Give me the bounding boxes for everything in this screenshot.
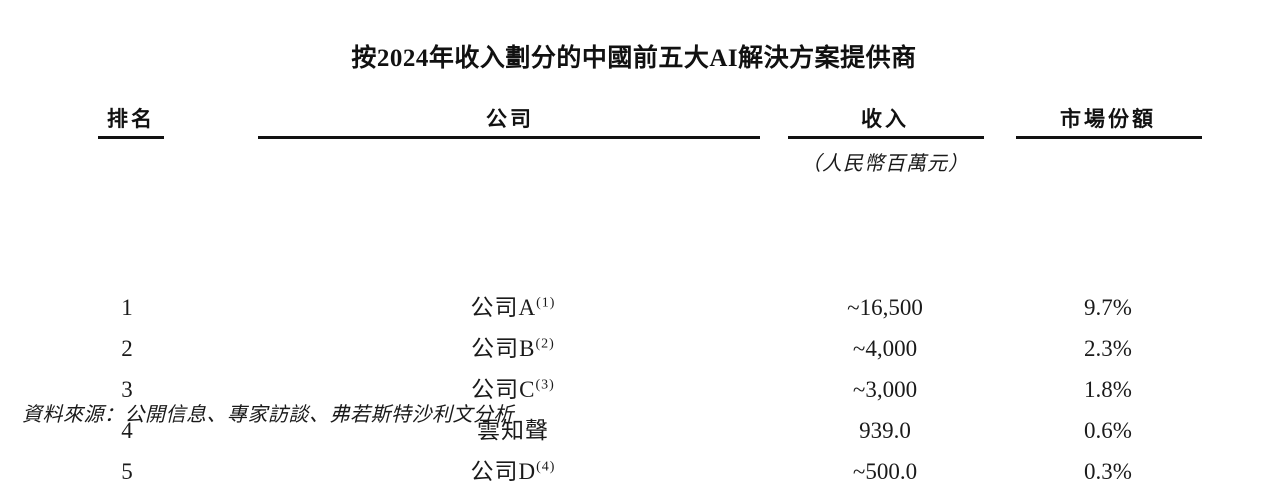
column-header-rank: 排名 bbox=[107, 107, 155, 131]
cell-company: 雲知聲 bbox=[255, 416, 771, 446]
cell-market-share: 1.8% bbox=[1084, 377, 1132, 402]
company-name: 公司A bbox=[470, 295, 537, 320]
cell-company: 公司C(3) bbox=[255, 375, 771, 405]
table-row: 1 公司A(1) ~16,500 9.7% bbox=[0, 293, 1268, 334]
cell-revenue: ~4,000 bbox=[852, 336, 918, 361]
cell-rank: 3 bbox=[121, 377, 133, 402]
header-rule-rank bbox=[98, 136, 164, 139]
source-note: 資料來源：公開信息、專家訪談、弗若斯特沙利文分析 bbox=[22, 404, 514, 426]
company-footnote-marker: (3) bbox=[535, 377, 555, 393]
company-name: 公司B bbox=[471, 336, 536, 361]
header-rule-revenue bbox=[788, 136, 984, 139]
cell-company: 公司A(1) bbox=[255, 293, 771, 323]
cell-rank: 2 bbox=[121, 336, 133, 361]
cell-revenue: ~16,500 bbox=[847, 295, 923, 320]
company-footnote-marker: (4) bbox=[536, 459, 556, 475]
company-name: 公司D bbox=[470, 459, 537, 484]
cell-revenue: 939.0 bbox=[859, 418, 911, 443]
cell-company: 公司B(2) bbox=[255, 334, 771, 364]
company-name: 雲知聲 bbox=[477, 418, 549, 443]
page-title: 按2024年收入劃分的中國前五大AI解決方案提供商 bbox=[351, 45, 917, 72]
cell-revenue: ~500.0 bbox=[852, 459, 918, 484]
column-header-revenue: 收入 bbox=[861, 107, 909, 131]
table-row: 3 公司C(3) ~3,000 1.8% bbox=[0, 375, 1268, 416]
cell-market-share: 9.7% bbox=[1084, 295, 1132, 320]
cell-market-share: 2.3% bbox=[1084, 336, 1132, 361]
column-header-company: 公司 bbox=[486, 107, 534, 131]
header-rule-company bbox=[258, 136, 760, 139]
cell-rank: 4 bbox=[121, 418, 133, 443]
ranking-table: 排名 公司 收入 市場份額 （人民幣百萬元） 1 公司A(1) ~16,500 9.7… bbox=[0, 103, 1268, 484]
cell-revenue: ~3,000 bbox=[852, 377, 918, 402]
company-footnote-marker: (1) bbox=[536, 295, 556, 311]
table-row: 5 公司D(4) ~500.0 0.3% bbox=[0, 457, 1268, 498]
table-row: 4 雲知聲 939.0 0.6% bbox=[0, 416, 1268, 457]
column-header-market-share: 市場份額 bbox=[1060, 107, 1156, 131]
cell-market-share: 0.3% bbox=[1084, 459, 1132, 484]
cell-rank: 1 bbox=[121, 295, 133, 320]
cell-rank: 5 bbox=[121, 459, 133, 484]
header-rule-market-share bbox=[1016, 136, 1202, 139]
table-header-row: 排名 公司 收入 市場份額 （人民幣百萬元） bbox=[0, 103, 1268, 175]
company-name: 公司C bbox=[471, 377, 536, 402]
table-row: 2 公司B(2) ~4,000 2.3% bbox=[0, 334, 1268, 375]
table-body: 1 公司A(1) ~16,500 9.7% 2 公司B(2) ~4,000 2.3% 3 公司C(… bbox=[0, 293, 1268, 498]
cell-market-share: 0.6% bbox=[1084, 418, 1132, 443]
cell-company: 公司D(4) bbox=[255, 457, 771, 487]
revenue-unit-label: （人民幣百萬元） bbox=[801, 153, 969, 175]
company-footnote-marker: (2) bbox=[535, 336, 555, 352]
